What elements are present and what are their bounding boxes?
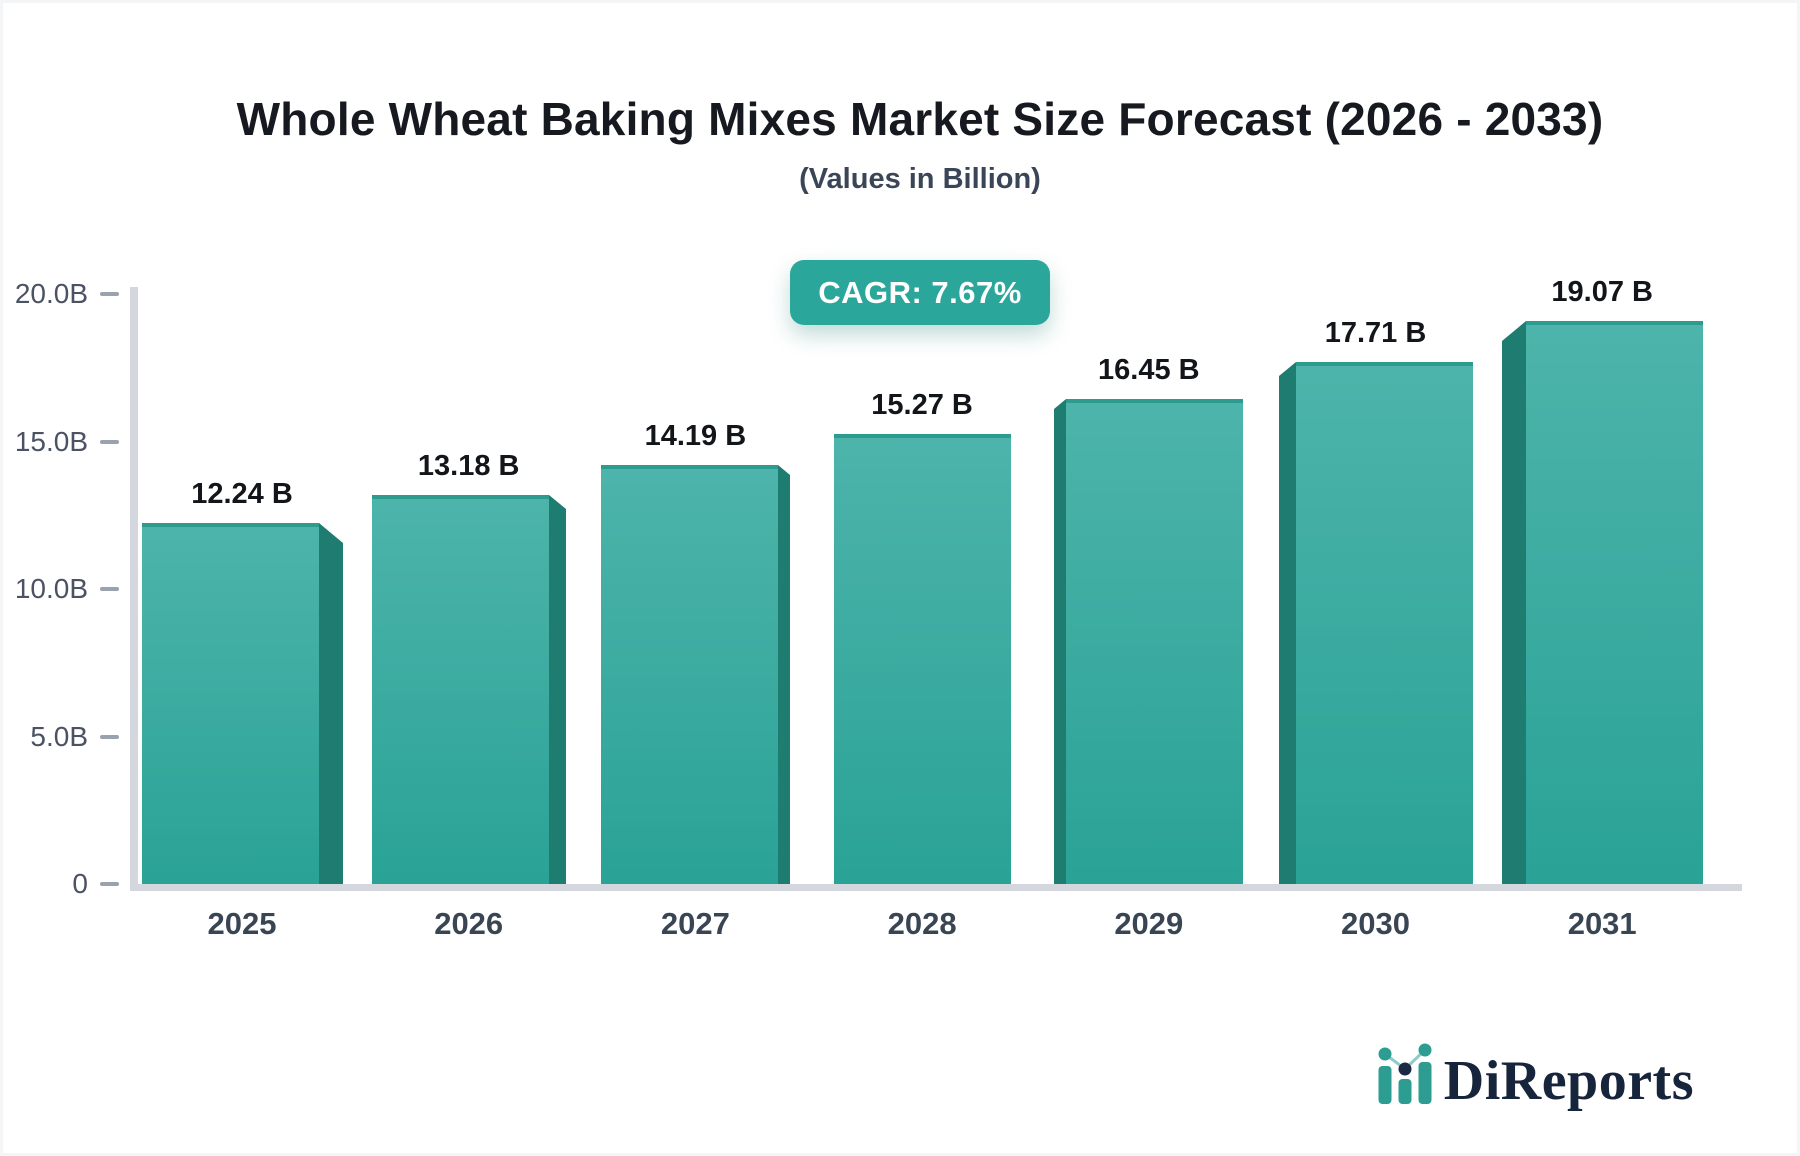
y-tick-label-10.0B: 10.0B bbox=[14, 573, 88, 604]
y-tick-mark bbox=[100, 734, 119, 739]
x-axis-label-2025: 2025 bbox=[207, 906, 277, 941]
y-tick-mark bbox=[100, 292, 119, 296]
bar-2029 bbox=[1066, 399, 1243, 884]
bar-side-2026 bbox=[549, 495, 566, 884]
y-tick-mark bbox=[100, 882, 119, 886]
bar-2027 bbox=[601, 465, 778, 884]
y-tick-label-15.0B: 15.0B bbox=[14, 425, 88, 457]
bar-value-label-2029: 16.45 B bbox=[1098, 354, 1200, 386]
bar-2030 bbox=[1296, 362, 1473, 884]
x-axis-label-2030: 2030 bbox=[1341, 906, 1410, 941]
bar-side-2025 bbox=[319, 523, 343, 884]
x-axis-line bbox=[130, 884, 1742, 891]
page-title: Whole Wheat Baking Mixes Market Size For… bbox=[236, 93, 1604, 145]
bar-value-label-2031: 19.07 B bbox=[1551, 276, 1653, 308]
bar-2031 bbox=[1526, 321, 1703, 884]
y-tick-label-20.0B: 20.0B bbox=[14, 278, 88, 309]
x-axis-label-2027: 2027 bbox=[660, 906, 730, 941]
bar-2025 bbox=[142, 523, 319, 884]
y-tick-label-0: 0 bbox=[72, 868, 88, 899]
bar-value-label-2030: 17.71 B bbox=[1324, 317, 1427, 349]
x-axis-label-2028: 2028 bbox=[887, 906, 957, 941]
bar-value-label-2026: 13.18 B bbox=[417, 450, 520, 482]
brand-name: DiReports bbox=[1443, 1049, 1694, 1112]
bar-value-label-2028: 15.27 B bbox=[871, 389, 973, 421]
bar-side-2027 bbox=[778, 465, 790, 884]
bar-chart-logo-icon bbox=[1378, 1043, 1432, 1104]
bar-side-2030 bbox=[1279, 362, 1296, 884]
page-subtitle: (Values in Billion) bbox=[799, 163, 1041, 195]
bar-2028 bbox=[834, 434, 1011, 884]
y-tick-mark bbox=[100, 439, 119, 444]
bar-value-label-2027: 14.19 B bbox=[644, 420, 747, 452]
x-axis-label-2029: 2029 bbox=[1114, 906, 1184, 941]
y-tick-mark bbox=[100, 587, 119, 591]
bar-value-label-2025: 12.24 B bbox=[191, 478, 293, 510]
y-axis-line bbox=[130, 287, 138, 891]
x-axis-label-2031: 2031 bbox=[1567, 906, 1637, 941]
y-tick-label-5.0B: 5.0B bbox=[30, 720, 88, 752]
cagr-badge: CAGR: 7.67% bbox=[790, 260, 1050, 325]
brand-logo: DiReports bbox=[1374, 1038, 1694, 1112]
cagr-badge-label: CAGR: 7.67% bbox=[818, 274, 1022, 310]
x-axis-label-2026: 2026 bbox=[434, 906, 504, 941]
bar-2026 bbox=[372, 495, 549, 884]
bar-side-2029 bbox=[1054, 399, 1066, 884]
bar-side-2031 bbox=[1502, 321, 1526, 884]
